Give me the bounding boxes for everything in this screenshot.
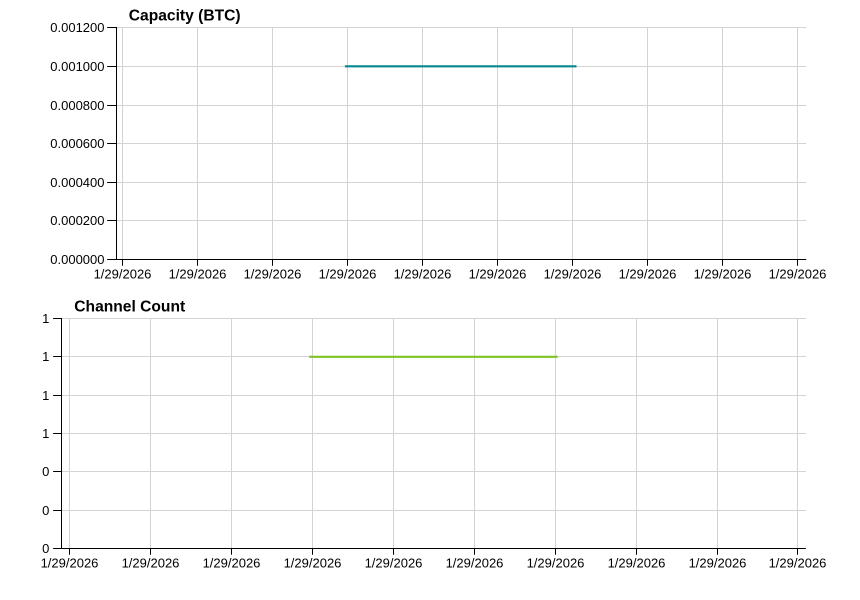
svg-text:0.001000: 0.001000 [50,59,104,74]
svg-text:0.000600: 0.000600 [50,136,104,151]
svg-text:1: 1 [42,311,49,326]
svg-text:1/29/2026: 1/29/2026 [284,556,342,571]
svg-text:1/29/2026: 1/29/2026 [394,267,452,282]
svg-text:Capacity (BTC): Capacity (BTC) [129,8,241,25]
svg-text:1/29/2026: 1/29/2026 [122,556,180,571]
svg-text:1/29/2026: 1/29/2026 [365,556,423,571]
svg-text:1/29/2026: 1/29/2026 [319,267,377,282]
svg-text:1/29/2026: 1/29/2026 [619,267,677,282]
svg-text:0: 0 [42,541,49,556]
svg-text:1/29/2026: 1/29/2026 [469,267,527,282]
svg-text:0: 0 [42,503,49,518]
svg-text:1/29/2026: 1/29/2026 [94,267,152,282]
svg-text:1/29/2026: 1/29/2026 [41,556,99,571]
svg-text:0.000000: 0.000000 [50,252,104,267]
svg-text:1/29/2026: 1/29/2026 [169,267,227,282]
svg-text:1/29/2026: 1/29/2026 [694,267,752,282]
svg-text:0.000800: 0.000800 [50,98,104,113]
svg-text:0.000400: 0.000400 [50,175,104,190]
svg-text:1/29/2026: 1/29/2026 [769,556,827,571]
svg-text:1/29/2026: 1/29/2026 [544,267,602,282]
svg-text:1/29/2026: 1/29/2026 [203,556,261,571]
svg-text:Channel Count: Channel Count [74,298,185,315]
svg-text:0: 0 [42,464,49,479]
svg-text:1/29/2026: 1/29/2026 [689,556,747,571]
svg-text:1/29/2026: 1/29/2026 [446,556,504,571]
svg-text:1/29/2026: 1/29/2026 [608,556,666,571]
svg-text:1/29/2026: 1/29/2026 [527,556,585,571]
svg-text:1/29/2026: 1/29/2026 [244,267,302,282]
svg-text:1: 1 [42,349,49,364]
svg-text:0.000200: 0.000200 [50,213,104,228]
svg-text:1/29/2026: 1/29/2026 [769,267,827,282]
svg-text:1: 1 [42,426,49,441]
svg-text:1: 1 [42,388,49,403]
svg-text:0.001200: 0.001200 [50,20,104,35]
